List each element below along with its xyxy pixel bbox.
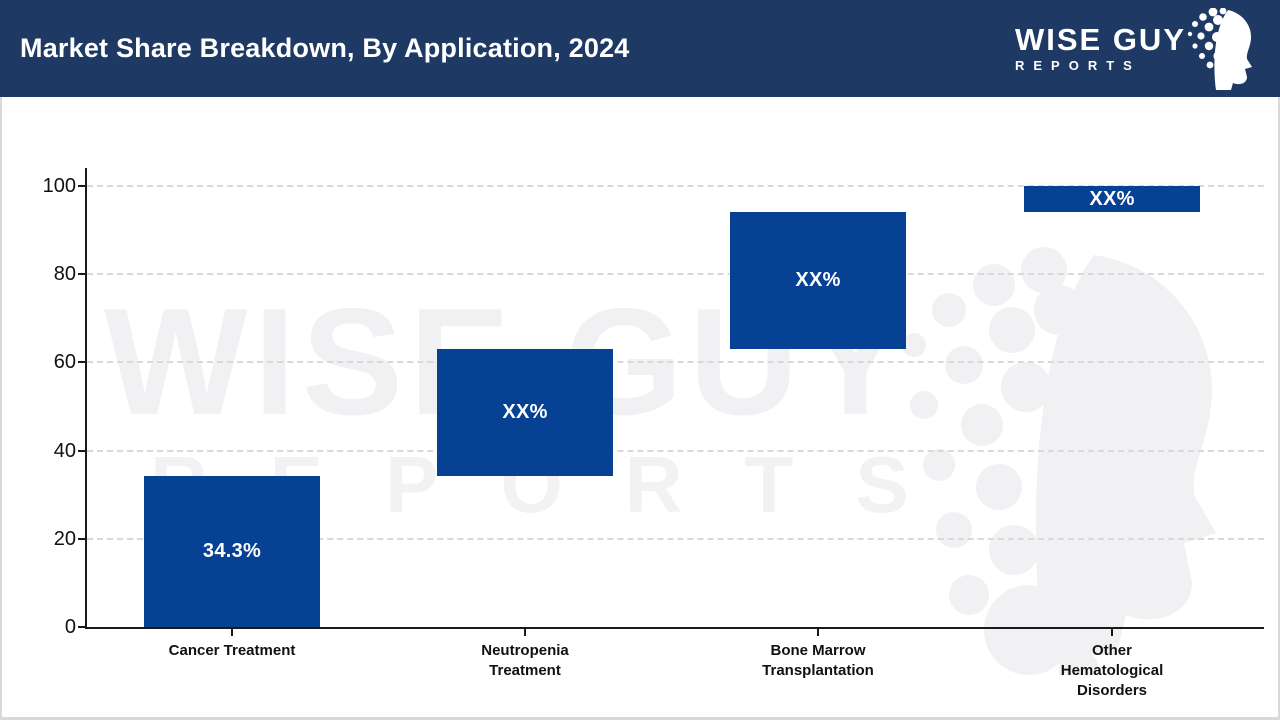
x-axis-label: Bone Marrow Transplantation	[703, 641, 933, 681]
logo-head-icon	[1187, 7, 1252, 90]
gridline	[87, 185, 1264, 187]
gridline	[87, 361, 1264, 364]
plot-area: 0 20 40 60 80 100 34.3% Cancer Treatment XX% Neut…	[2, 97, 1278, 717]
brand-logo-text: WISE GUY REPORTS	[1014, 21, 1186, 74]
y-axis-tick	[78, 185, 87, 187]
x-axis-tick	[817, 629, 819, 636]
x-axis-label-line: Neutropenia	[481, 642, 569, 659]
bar-value-label: XX%	[795, 269, 841, 292]
gridline	[87, 449, 1264, 452]
y-tick-label: 80	[53, 263, 76, 286]
logo-wordmark: WISE GUY	[1014, 21, 1186, 57]
x-axis-tick	[524, 629, 526, 636]
y-tick-label: 100	[42, 175, 76, 197]
bar-value-label: XX%	[502, 400, 548, 423]
y-axis-tick	[78, 361, 87, 364]
header-bar: Market Share Breakdown, By Application, …	[0, 0, 1280, 97]
x-axis-label-line: Other	[1091, 642, 1132, 659]
bar: 34.3%	[144, 475, 320, 627]
x-axis-label-line: Cancer Treatment	[168, 642, 296, 659]
y-tick-label: 60	[53, 351, 76, 374]
y-axis-tick	[78, 537, 87, 540]
bar: XX%	[437, 349, 613, 476]
gridline	[87, 537, 1264, 540]
watermark-head-graphic	[902, 247, 1216, 675]
x-axis-label-line: Bone Marrow	[770, 642, 866, 659]
x-axis-label: Other Hematological Disorders	[997, 641, 1227, 701]
y-tick-label: 40	[53, 439, 76, 462]
x-axis-label-line: Transplantation	[762, 662, 874, 679]
x-axis-label-line: Disorders	[1076, 682, 1148, 699]
brand-logo: WISE GUY REPORTS	[1014, 7, 1256, 90]
gridline	[87, 273, 1264, 276]
chart-area: WISE GUY REPORTS 0 20 40 60 80 100 34.3% Cancer…	[0, 97, 1280, 720]
x-axis-label-line: Treatment	[489, 662, 561, 679]
bar: XX%	[1024, 186, 1200, 213]
x-axis-line	[85, 627, 1264, 629]
logo-subtext: REPORTS	[1014, 57, 1141, 73]
y-axis-tick	[78, 626, 87, 628]
x-axis-tick	[231, 629, 233, 636]
x-axis-label-line: Hematological	[1060, 662, 1164, 679]
bar-value-label: XX%	[1089, 187, 1135, 210]
x-axis-label: Neutropenia Treatment	[410, 641, 640, 681]
y-axis-tick	[78, 449, 87, 452]
y-tick-label: 20	[53, 527, 76, 550]
y-axis-line	[85, 168, 87, 629]
y-axis-tick	[78, 273, 87, 276]
x-axis-tick	[1111, 629, 1113, 636]
x-axis-label: Cancer Treatment	[117, 641, 347, 661]
bar-value-label: 34.3%	[202, 539, 262, 562]
bar: XX%	[730, 212, 906, 350]
page-title: Market Share Breakdown, By Application, …	[20, 33, 630, 63]
y-tick-label: 0	[64, 616, 76, 638]
